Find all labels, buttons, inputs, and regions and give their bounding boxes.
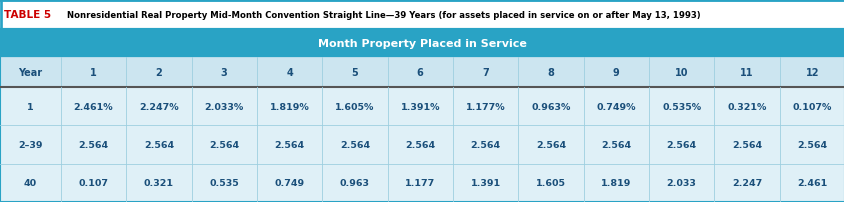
Text: 1.605: 1.605 (535, 178, 565, 187)
Text: Nonresidential Real Property Mid-Month Convention Straight Line—39 Years (for as: Nonresidential Real Property Mid-Month C… (61, 11, 700, 19)
Text: 2.564: 2.564 (405, 140, 435, 149)
Text: 0.535%: 0.535% (662, 102, 701, 111)
Text: 2.033: 2.033 (666, 178, 695, 187)
Text: 0.963%: 0.963% (531, 102, 570, 111)
Bar (0, 126, 844, 164)
Bar (0, 0, 844, 30)
Bar (0, 0, 2, 30)
Text: 1: 1 (90, 68, 97, 78)
Text: 2.033%: 2.033% (204, 102, 244, 111)
Text: 1.177: 1.177 (404, 178, 435, 187)
Text: 1.177%: 1.177% (465, 102, 505, 111)
Text: 2.564: 2.564 (470, 140, 500, 149)
Text: 7: 7 (482, 68, 489, 78)
Text: 2.564: 2.564 (274, 140, 304, 149)
Text: 5: 5 (351, 68, 358, 78)
Text: 0.535: 0.535 (209, 178, 239, 187)
Text: 2–39: 2–39 (19, 140, 42, 149)
Text: 2.461: 2.461 (796, 178, 826, 187)
Text: 0.107%: 0.107% (792, 102, 831, 111)
Text: 2.564: 2.564 (78, 140, 108, 149)
Text: 1.819: 1.819 (600, 178, 630, 187)
Text: 0.749%: 0.749% (596, 102, 636, 111)
Text: 2.564: 2.564 (209, 140, 239, 149)
Text: 1.819%: 1.819% (269, 102, 309, 111)
Text: 4: 4 (286, 68, 293, 78)
Text: 0.107: 0.107 (78, 178, 108, 187)
Text: 2.564: 2.564 (731, 140, 761, 149)
Text: 0.321: 0.321 (143, 178, 174, 187)
Text: 0.321%: 0.321% (727, 102, 766, 111)
Text: 2: 2 (155, 68, 162, 78)
Text: 6: 6 (416, 68, 423, 78)
Text: 11: 11 (739, 68, 753, 78)
Text: 2.564: 2.564 (666, 140, 695, 149)
Text: 40: 40 (24, 178, 37, 187)
Text: 12: 12 (804, 68, 818, 78)
Text: 2.564: 2.564 (797, 140, 826, 149)
Text: 2.564: 2.564 (339, 140, 370, 149)
Text: 1: 1 (27, 102, 34, 111)
Text: 1.391%: 1.391% (400, 102, 440, 111)
Text: 2.564: 2.564 (143, 140, 174, 149)
Bar (0, 164, 844, 202)
Bar (0, 30, 844, 202)
Text: 8: 8 (547, 68, 554, 78)
Text: 2.461%: 2.461% (73, 102, 113, 111)
Text: 2.247: 2.247 (731, 178, 761, 187)
Text: Year: Year (19, 68, 42, 78)
Text: 10: 10 (674, 68, 688, 78)
Text: TABLE 5: TABLE 5 (4, 10, 51, 20)
Text: 3: 3 (220, 68, 227, 78)
Text: 2.247%: 2.247% (139, 102, 178, 111)
Text: 0.963: 0.963 (339, 178, 370, 187)
Text: 0.749: 0.749 (274, 178, 304, 187)
Bar (0, 58, 844, 87)
Text: 2.564: 2.564 (601, 140, 630, 149)
Text: 1.391: 1.391 (470, 178, 500, 187)
Text: Month Property Placed in Service: Month Property Placed in Service (317, 39, 527, 49)
Bar (0, 30, 844, 58)
Text: 2.564: 2.564 (535, 140, 565, 149)
Bar (0, 87, 844, 126)
Text: 1.605%: 1.605% (335, 102, 374, 111)
Text: 9: 9 (612, 68, 619, 78)
